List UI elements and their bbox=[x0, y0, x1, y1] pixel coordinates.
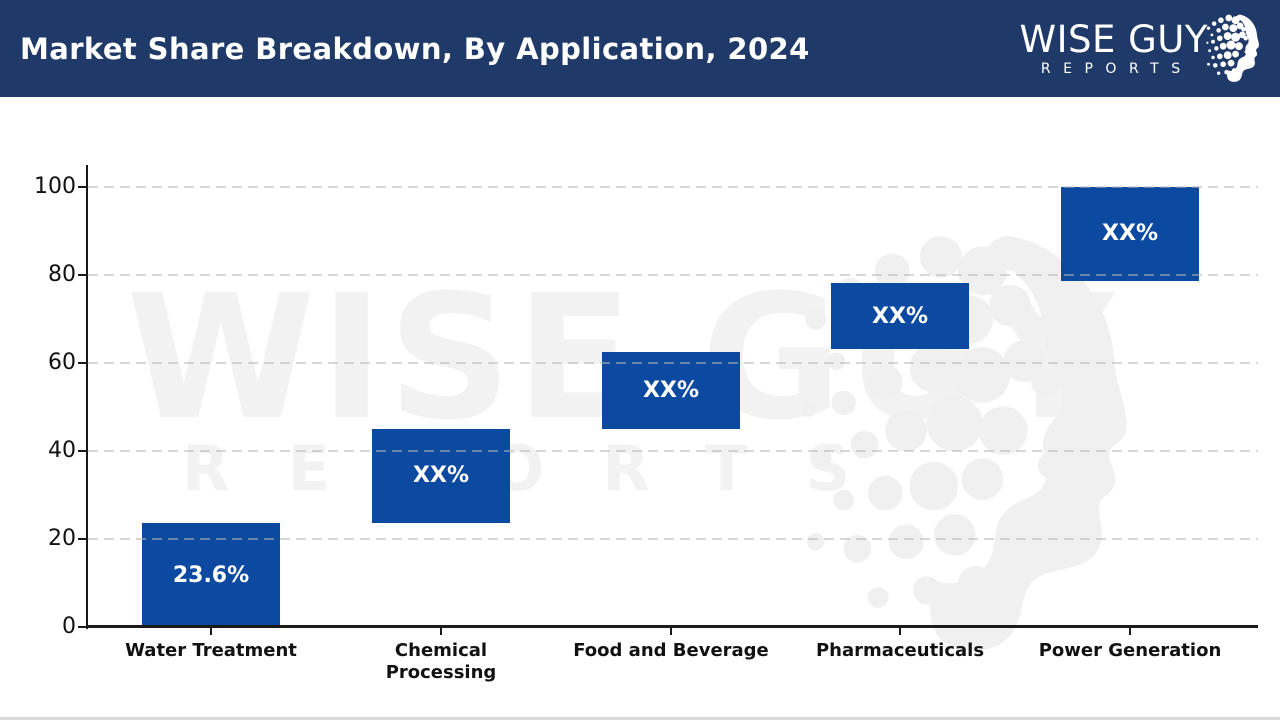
x-tick-mark bbox=[440, 628, 442, 635]
bottom-border bbox=[0, 717, 1280, 720]
y-tick-mark bbox=[78, 361, 87, 364]
y-axis-line bbox=[86, 165, 88, 629]
bar-value-label: XX% bbox=[872, 303, 928, 329]
x-tick-label: Power Generation bbox=[1038, 640, 1222, 661]
gridline bbox=[88, 273, 1258, 276]
y-tick-mark bbox=[78, 537, 87, 540]
gridline bbox=[88, 361, 1258, 364]
bar-value-label: XX% bbox=[643, 377, 699, 403]
y-tick-mark bbox=[78, 449, 87, 452]
bar-value-label: 23.6% bbox=[172, 562, 250, 588]
y-tick-label: 60 bbox=[48, 349, 76, 375]
logo-wordmark-line2: REPORTS bbox=[1040, 60, 1193, 77]
y-tick-label: 40 bbox=[48, 437, 76, 463]
x-tick-mark bbox=[670, 628, 672, 635]
y-tick-mark bbox=[78, 273, 87, 276]
bar-power-generation: XX% bbox=[1061, 186, 1199, 282]
gridline bbox=[88, 537, 1258, 540]
bar-food-and-beverage: XX% bbox=[602, 351, 740, 429]
bar-value-label: XX% bbox=[413, 463, 469, 489]
bar-water-treatment: 23.6% bbox=[142, 523, 280, 627]
x-tick-label: Water Treatment bbox=[125, 640, 297, 661]
x-axis-line bbox=[86, 625, 1258, 628]
y-tick-label: 80 bbox=[48, 261, 76, 287]
x-tick-label: Food and Beverage bbox=[573, 640, 769, 661]
x-tick-label: Pharmaceuticals bbox=[815, 640, 985, 661]
header-bar: Market Share Breakdown, By Application, … bbox=[0, 0, 1280, 97]
gridline bbox=[88, 185, 1258, 188]
wise-guy-logo: WISE GUY REPORTS bbox=[1020, 11, 1266, 87]
bar-chemical-processing: XX% bbox=[372, 428, 510, 524]
gridline bbox=[88, 449, 1258, 452]
y-tick-mark bbox=[78, 626, 87, 628]
x-tick-mark bbox=[1129, 628, 1131, 635]
x-tick-mark bbox=[899, 628, 901, 635]
y-tick-label: 20 bbox=[48, 525, 76, 551]
logo-wordmark: WISE GUY REPORTS bbox=[1020, 21, 1208, 77]
x-tick-mark bbox=[210, 628, 212, 635]
logo-wordmark-line1: WISE GUY bbox=[1019, 17, 1208, 61]
x-tick-label: Chemical Processing bbox=[385, 640, 497, 683]
bar-pharmaceuticals: XX% bbox=[831, 283, 969, 350]
bar-value-label: XX% bbox=[1102, 221, 1158, 247]
page-title: Market Share Breakdown, By Application, … bbox=[20, 31, 810, 66]
wise-guy-face-icon bbox=[1206, 14, 1259, 82]
y-tick-mark bbox=[78, 185, 87, 188]
y-tick-label: 100 bbox=[34, 173, 76, 199]
y-tick-label: 0 bbox=[62, 614, 76, 639]
